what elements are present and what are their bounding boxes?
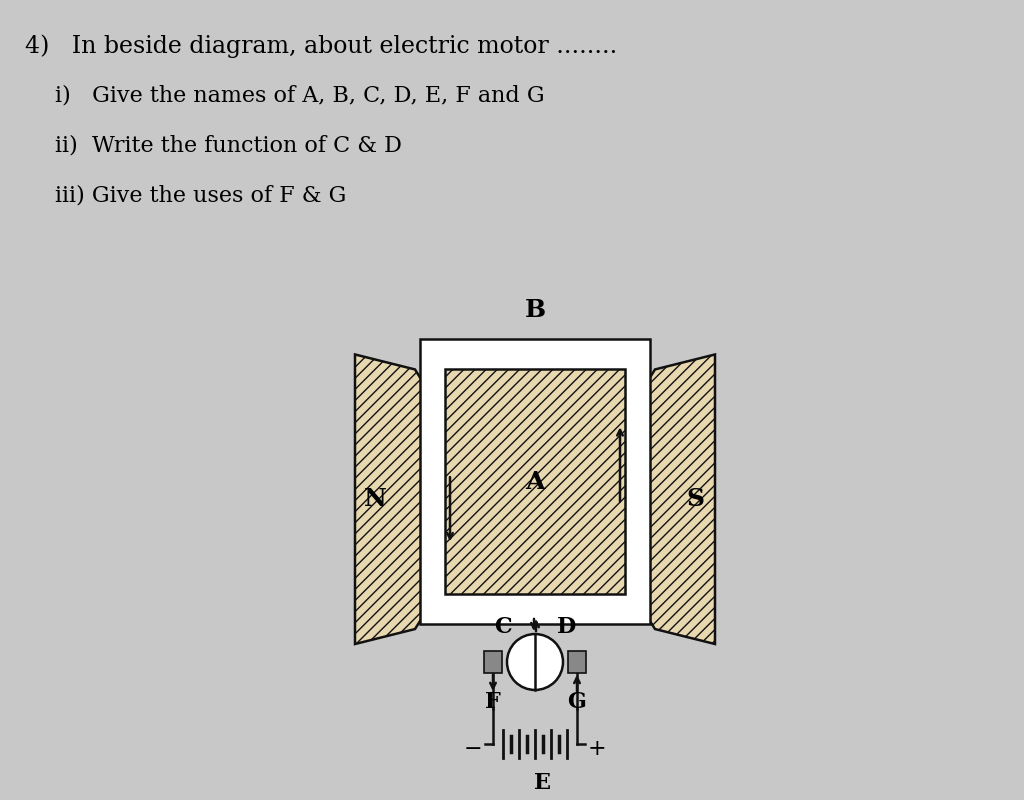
Bar xyxy=(484,651,502,673)
Bar xyxy=(568,651,586,673)
Circle shape xyxy=(507,634,563,690)
Text: D: D xyxy=(557,616,577,638)
Text: C: C xyxy=(495,616,512,638)
Text: iii) Give the uses of F & G: iii) Give the uses of F & G xyxy=(55,185,346,206)
Text: 4)   In beside diagram, about electric motor ........: 4) In beside diagram, about electric mot… xyxy=(25,35,617,58)
Text: N: N xyxy=(364,487,386,511)
Text: +: + xyxy=(588,738,606,760)
Bar xyxy=(420,339,650,624)
Bar xyxy=(445,370,625,594)
Text: G: G xyxy=(567,691,587,713)
Text: i)   Give the names of A, B, C, D, E, F and G: i) Give the names of A, B, C, D, E, F an… xyxy=(55,85,545,107)
Text: ii)  Write the function of C & D: ii) Write the function of C & D xyxy=(55,134,401,157)
Polygon shape xyxy=(355,354,440,644)
Text: E: E xyxy=(534,772,551,794)
Polygon shape xyxy=(630,354,715,644)
Text: S: S xyxy=(686,487,705,511)
Text: B: B xyxy=(524,298,546,322)
Text: F: F xyxy=(485,691,501,713)
Text: A: A xyxy=(525,470,545,494)
Text: −: − xyxy=(464,738,482,760)
